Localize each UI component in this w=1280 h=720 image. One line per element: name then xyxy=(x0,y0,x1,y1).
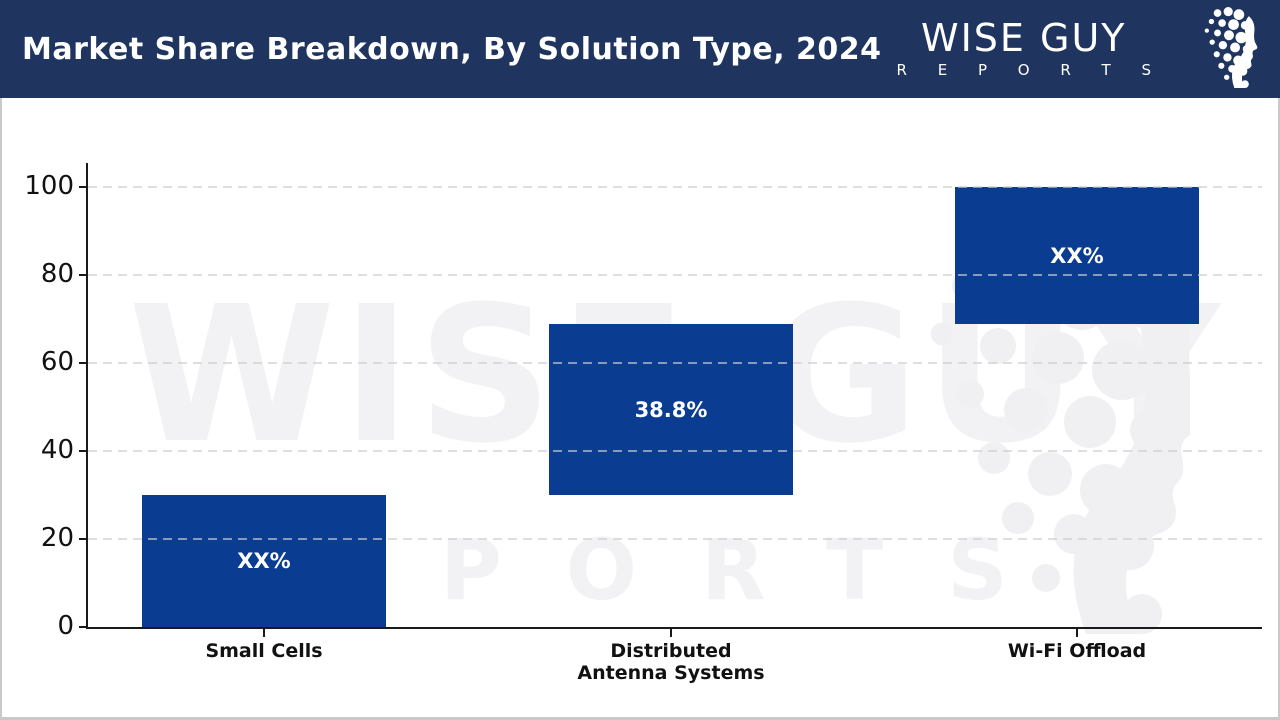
bar-value-label: 38.8% xyxy=(634,397,708,422)
y-tick-label-60: 60 xyxy=(40,347,74,377)
x-tick-mark-1 xyxy=(263,629,265,637)
x-tick-mark-3 xyxy=(1076,629,1078,637)
bar-value-label: XX% xyxy=(237,549,291,573)
y-tick-label-80: 80 xyxy=(40,259,74,289)
brand-name: WISE GUY xyxy=(921,16,1127,60)
brand-subtitle: R E P O R T S xyxy=(896,61,1164,79)
y-tick-mark-60 xyxy=(79,362,88,364)
y-tick-label-0: 0 xyxy=(57,611,74,641)
y-tick-mark-80 xyxy=(79,274,88,276)
y-tick-label-100: 100 xyxy=(24,171,74,201)
category-label-1: Small Cells xyxy=(205,640,323,662)
page-title: Market Share Breakdown, By Solution Type… xyxy=(22,31,882,67)
header-bar: Market Share Breakdown, By Solution Type… xyxy=(0,0,1280,98)
y-tick-mark-20 xyxy=(79,538,88,540)
bar-value-label: XX% xyxy=(1050,243,1104,268)
y-tick-mark-100 xyxy=(79,186,88,188)
y-tick-label-20: 20 xyxy=(40,523,74,553)
brand-wordmark: WISE GUY R E P O R T S xyxy=(884,19,1164,79)
gridline-80 xyxy=(88,274,1262,276)
bar-2: 38.8% xyxy=(549,324,793,495)
gridline-60 xyxy=(88,362,1262,364)
bar-1: XX% xyxy=(142,495,386,627)
x-tick-mark-2 xyxy=(670,629,672,637)
gridline-20 xyxy=(88,538,1262,540)
brand-dotted-face-icon xyxy=(1204,7,1258,88)
x-axis-line xyxy=(86,627,1262,629)
brand-logo: WISE GUY R E P O R T S xyxy=(884,7,1262,91)
y-tick-mark-0 xyxy=(79,626,88,628)
y-axis-line xyxy=(86,163,88,629)
y-tick-label-40: 40 xyxy=(40,435,74,465)
gridline-100 xyxy=(88,186,1262,188)
category-label-3: Wi-Fi Offload xyxy=(1007,640,1147,662)
category-label-2: Distributed Antenna Systems xyxy=(577,640,765,684)
bar-3: XX% xyxy=(955,187,1199,325)
y-tick-mark-40 xyxy=(79,450,88,452)
gridline-40 xyxy=(88,450,1262,452)
